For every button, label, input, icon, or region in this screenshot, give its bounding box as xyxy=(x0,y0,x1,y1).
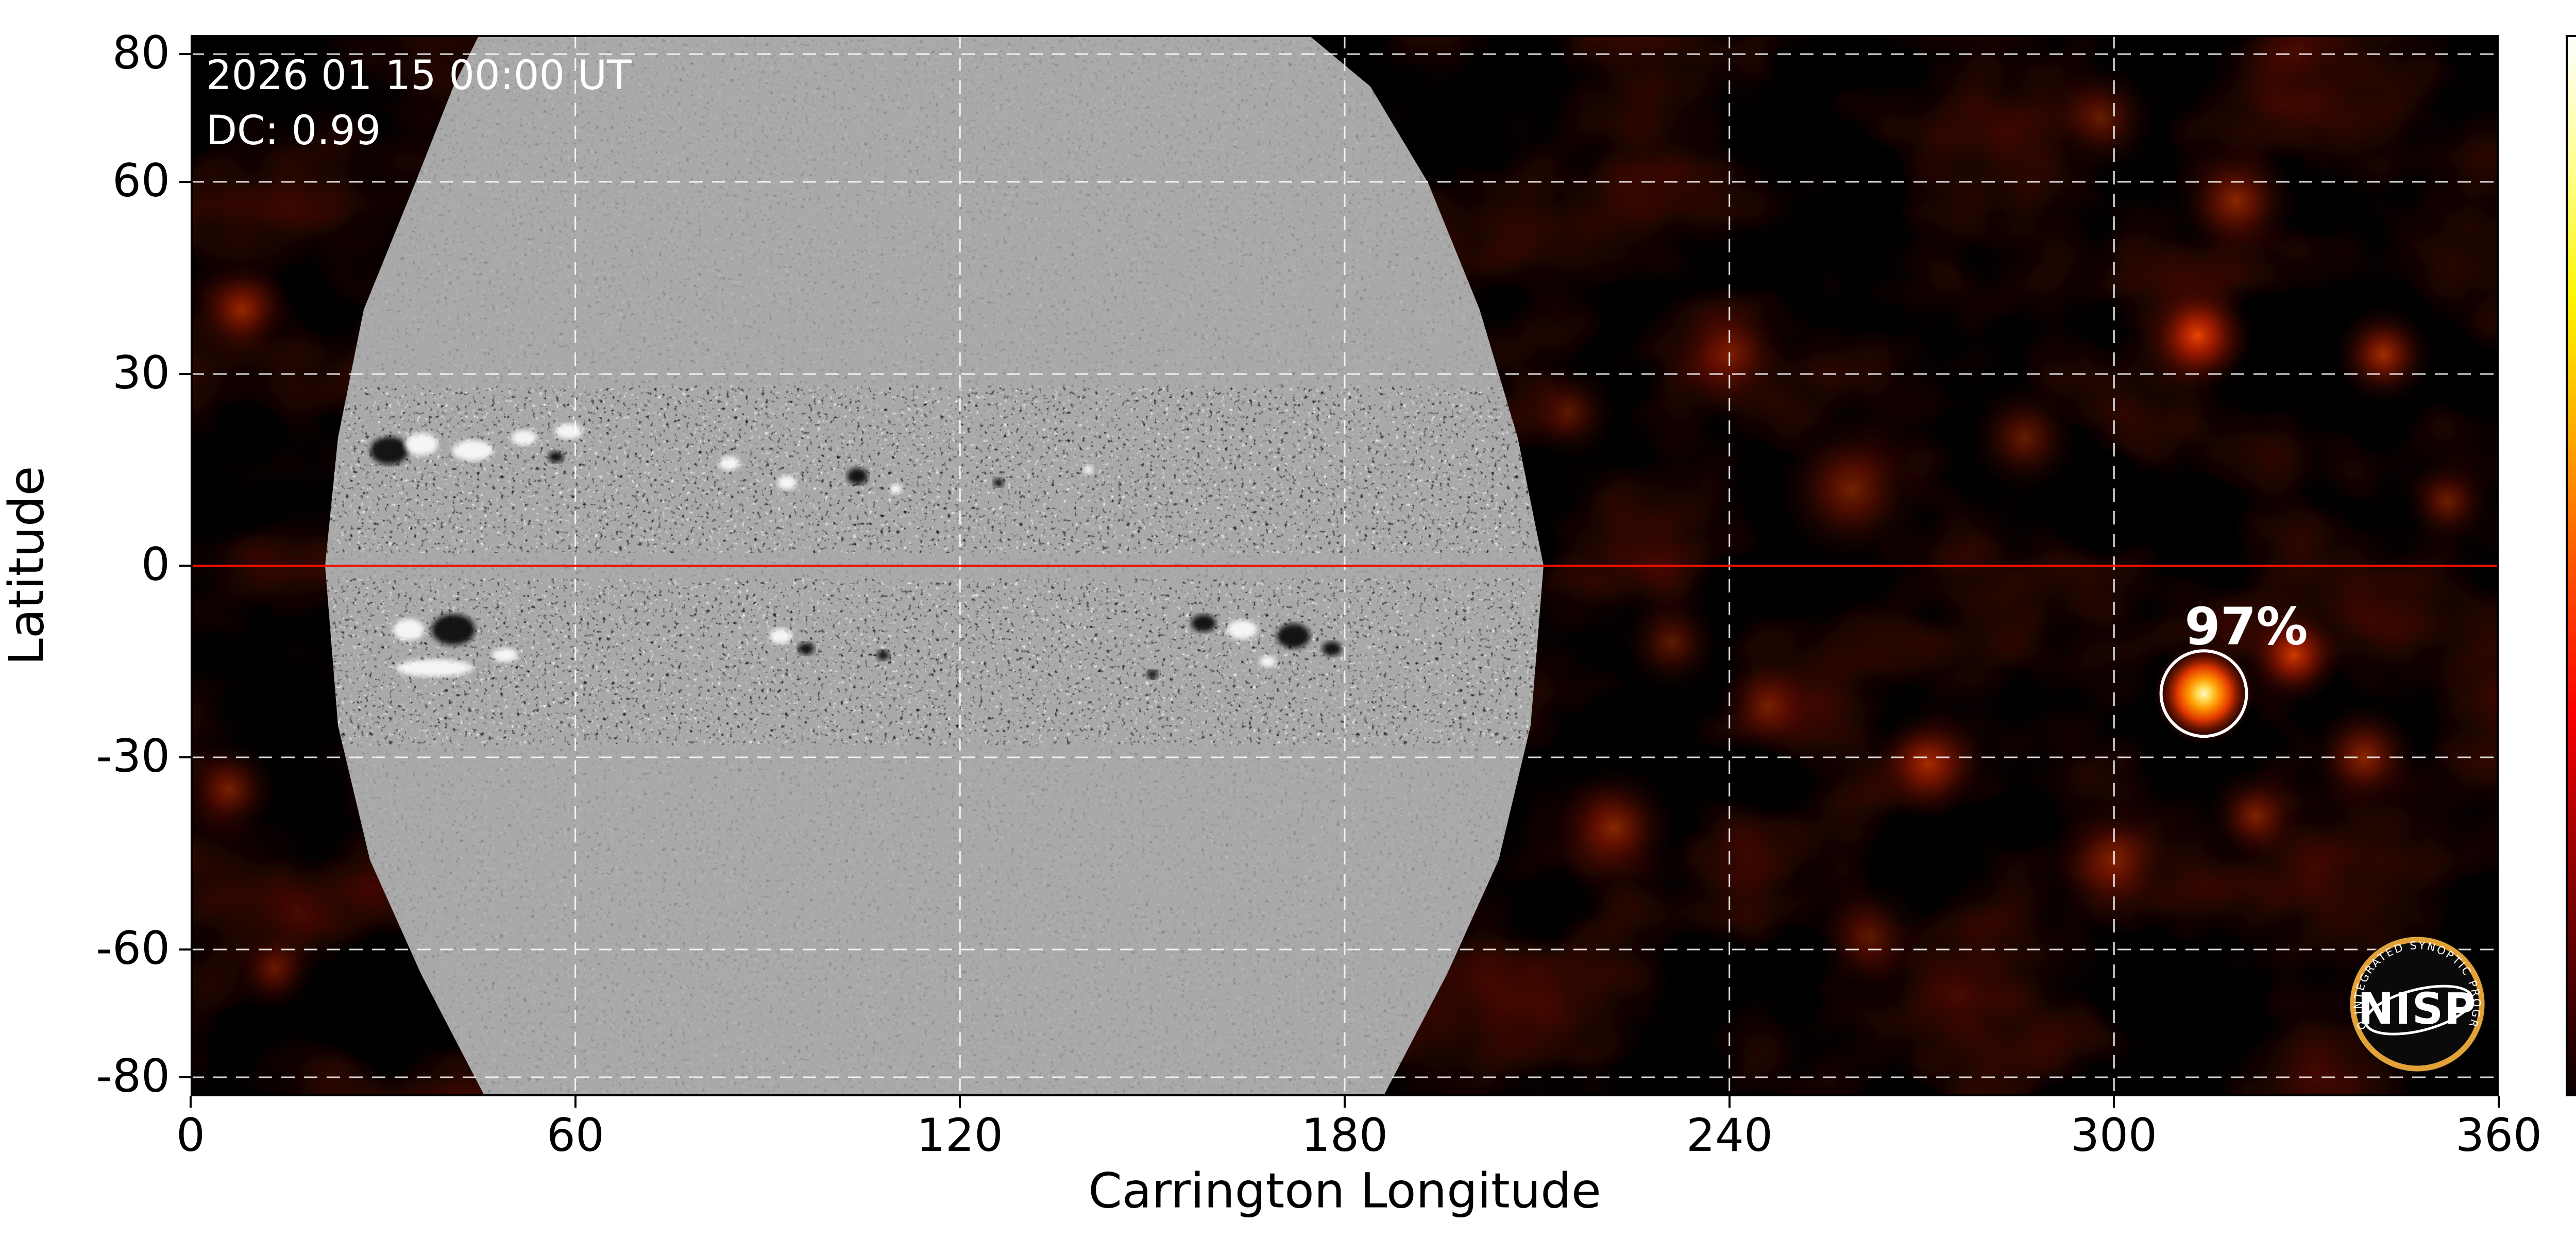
active-region-positive xyxy=(777,475,797,490)
y-tick-label: -60 xyxy=(96,922,170,975)
x-tick-label: 60 xyxy=(547,1109,604,1162)
y-tick-mark xyxy=(179,565,191,567)
farside-feature xyxy=(1812,878,1928,994)
farside-feature xyxy=(1967,380,2082,496)
active-region-positive xyxy=(511,430,537,446)
active-region-negative xyxy=(877,650,889,660)
farside-activity-layer xyxy=(191,60,2493,1013)
duty-cycle-annotation: DC: 0.99 xyxy=(206,108,381,154)
active-region-negative xyxy=(798,642,815,655)
farside-colorbar xyxy=(2566,35,2576,1096)
x-tick-mark xyxy=(2113,1096,2115,1108)
active-region-positive xyxy=(555,423,583,439)
y-tick-mark xyxy=(179,756,191,758)
y-tick-label: 60 xyxy=(112,154,170,208)
active-region-positive xyxy=(719,456,740,471)
active-region-positive xyxy=(405,433,438,456)
detection-probability-label: 97% xyxy=(2184,597,2308,657)
y-tick-label: 0 xyxy=(141,538,170,591)
active-region-negative xyxy=(370,436,409,465)
y-tick-mark xyxy=(179,1076,191,1078)
active-region-negative xyxy=(1277,623,1310,649)
active-region-positive xyxy=(1083,465,1094,474)
plot-border xyxy=(191,35,2499,1096)
x-tick-mark xyxy=(1344,1096,1346,1108)
x-tick-label: 120 xyxy=(917,1109,1003,1162)
plot-area: 97% 2026 01 15 00:00 UT DC: 0.99 NISP NS… xyxy=(191,35,2499,1096)
logo-text: NISP xyxy=(2358,983,2477,1034)
farside-feature xyxy=(1620,591,1723,693)
x-tick-label: 0 xyxy=(176,1109,205,1162)
x-tick-label: 300 xyxy=(2071,1109,2157,1162)
farside-feature xyxy=(2204,764,2307,866)
farside-feature xyxy=(2153,642,2255,745)
farside-feature xyxy=(1870,706,1986,822)
farside-feature xyxy=(2306,700,2422,816)
y-tick-mark xyxy=(179,373,191,375)
y-tick-label: 30 xyxy=(112,346,170,400)
y-tick-label: 80 xyxy=(112,26,170,80)
y-tick-mark xyxy=(179,53,191,55)
datetime-annotation: 2026 01 15 00:00 UT xyxy=(206,53,632,99)
active-region-positive xyxy=(889,484,902,495)
active-region-negative xyxy=(1191,614,1216,632)
active-regions-layer xyxy=(370,423,1342,679)
active-region-positive xyxy=(492,648,518,663)
active-region-negative xyxy=(1322,641,1342,656)
farside-feature xyxy=(191,259,293,361)
farside-feature xyxy=(2242,604,2345,706)
active-region-positive xyxy=(769,628,792,644)
x-axis-label: Carrington Longitude xyxy=(1088,1163,1601,1219)
farside-feature xyxy=(1518,361,1620,464)
y-tick-label: -80 xyxy=(96,1049,170,1103)
x-tick-mark xyxy=(1728,1096,1731,1108)
y-tick-mark xyxy=(179,181,191,183)
active-region-positive xyxy=(452,440,494,461)
farside-feature xyxy=(2332,303,2434,406)
farside-feature xyxy=(2043,60,2159,176)
detection-circle xyxy=(2159,649,2248,738)
farside-feature xyxy=(1550,764,1678,892)
farside-feature xyxy=(1774,412,1928,566)
active-region-positive xyxy=(1259,656,1276,668)
x-tick-mark xyxy=(2498,1096,2500,1108)
active-region-positive xyxy=(393,619,425,641)
x-tick-label: 360 xyxy=(2455,1109,2542,1162)
active-region-negative xyxy=(548,451,564,463)
active-region-positive xyxy=(395,659,473,677)
active-region-negative xyxy=(993,478,1004,487)
active-region-negative xyxy=(432,614,476,646)
y-axis-label: Latitude xyxy=(0,466,55,666)
farside-feature xyxy=(2140,278,2256,394)
farside-feature xyxy=(2172,137,2300,265)
farside-feature xyxy=(1717,655,1819,757)
active-region-negative xyxy=(847,468,868,485)
farside-feature xyxy=(2402,456,2493,547)
active-region-positive xyxy=(1227,620,1257,640)
y-tick-mark xyxy=(179,948,191,951)
active-region-negative xyxy=(1146,670,1158,679)
farside-feature xyxy=(229,923,319,1013)
nisp-logo: NISP NSO INTEGRATED SYNOPTIC PROGRAM xyxy=(2349,936,2486,1073)
x-tick-mark xyxy=(959,1096,961,1108)
logo-orbit xyxy=(2364,985,2473,1036)
logo-ring xyxy=(2350,937,2485,1072)
x-tick-label: 180 xyxy=(1301,1109,1388,1162)
x-tick-mark xyxy=(574,1096,577,1108)
x-tick-label: 240 xyxy=(1686,1109,1773,1162)
farside-feature xyxy=(191,738,280,841)
y-tick-label: -30 xyxy=(96,730,170,783)
x-tick-mark xyxy=(190,1096,192,1108)
